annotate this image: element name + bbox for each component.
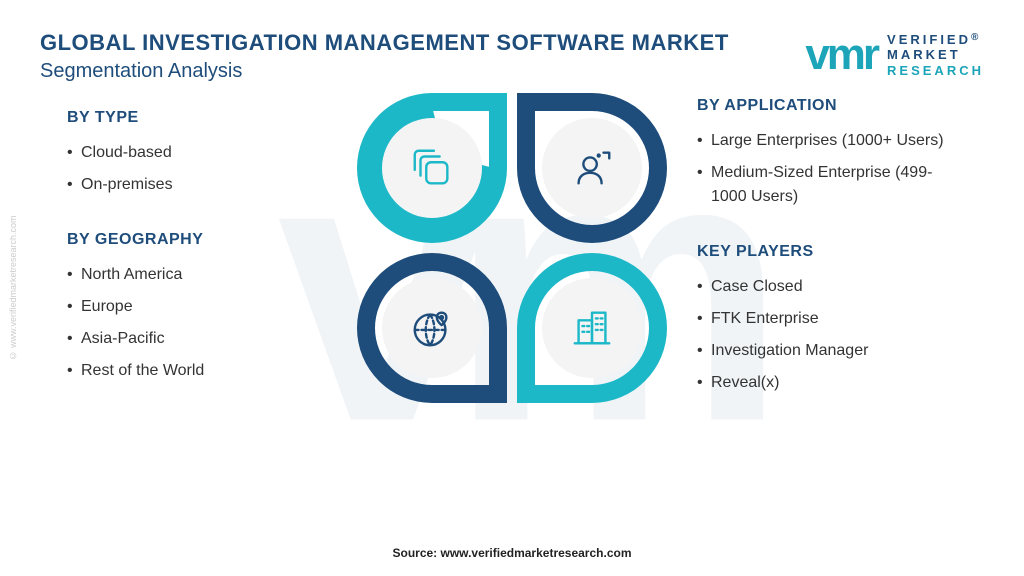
heading-application: BY APPLICATION [697, 97, 957, 115]
list-item: Case Closed [697, 271, 957, 303]
list-item: Investigation Manager [697, 335, 957, 367]
page-title: GLOBAL INVESTIGATION MANAGEMENT SOFTWARE… [40, 30, 729, 56]
logo-line1: VERIFIED [887, 32, 971, 47]
list-item: Europe [67, 291, 327, 323]
petal-inner [542, 118, 642, 218]
logo-line3: RESEARCH [887, 63, 984, 78]
left-column: BY TYPE Cloud-based On-premises BY GEOGR… [67, 109, 327, 387]
list-item: North America [67, 259, 327, 291]
list-item: Medium-Sized Enterprise (499-1000 Users) [697, 157, 957, 213]
layers-icon [409, 145, 455, 191]
list-application: Large Enterprises (1000+ Users) Medium-S… [697, 125, 957, 213]
list-item: Asia-Pacific [67, 323, 327, 355]
section-players: KEY PLAYERS Case Closed FTK Enterprise I… [697, 243, 957, 399]
right-column: BY APPLICATION Large Enterprises (1000+ … [697, 97, 957, 399]
registered-mark: ® [971, 32, 981, 43]
vmr-logo: vmr VERIFIED® MARKET RESEARCH [805, 30, 984, 80]
logo-line2: MARKET [887, 47, 961, 62]
logo-text: VERIFIED® MARKET RESEARCH [887, 32, 984, 79]
page-subtitle: Segmentation Analysis [40, 60, 729, 83]
heading-type: BY TYPE [67, 109, 327, 127]
list-item: Cloud-based [67, 137, 327, 169]
petal-diagram [357, 93, 667, 403]
list-item: On-premises [67, 169, 327, 201]
list-players: Case Closed FTK Enterprise Investigation… [697, 271, 957, 399]
petal-geography [357, 253, 507, 403]
main-layout: BY TYPE Cloud-based On-premises BY GEOGR… [40, 93, 984, 403]
title-block: GLOBAL INVESTIGATION MANAGEMENT SOFTWARE… [40, 30, 729, 83]
globe-icon [409, 305, 455, 351]
logo-mark: vmr [805, 30, 877, 80]
petal-inner [542, 278, 642, 378]
petal-inner [382, 118, 482, 218]
list-item: Rest of the World [67, 355, 327, 387]
petal-players [517, 253, 667, 403]
page-container: GLOBAL INVESTIGATION MANAGEMENT SOFTWARE… [0, 0, 1024, 576]
heading-players: KEY PLAYERS [697, 243, 957, 261]
petal-type [357, 93, 507, 243]
user-icon [569, 145, 615, 191]
section-type: BY TYPE Cloud-based On-premises [67, 109, 327, 201]
list-item: Large Enterprises (1000+ Users) [697, 125, 957, 157]
section-application: BY APPLICATION Large Enterprises (1000+ … [697, 97, 957, 213]
building-icon [569, 305, 615, 351]
list-type: Cloud-based On-premises [67, 137, 327, 201]
list-item: Reveal(x) [697, 367, 957, 399]
list-geography: North America Europe Asia-Pacific Rest o… [67, 259, 327, 387]
section-geography: BY GEOGRAPHY North America Europe Asia-P… [67, 231, 327, 387]
heading-geography: BY GEOGRAPHY [67, 231, 327, 249]
petal-application [517, 93, 667, 243]
petal-inner [382, 278, 482, 378]
list-item: FTK Enterprise [697, 303, 957, 335]
header: GLOBAL INVESTIGATION MANAGEMENT SOFTWARE… [40, 30, 984, 83]
